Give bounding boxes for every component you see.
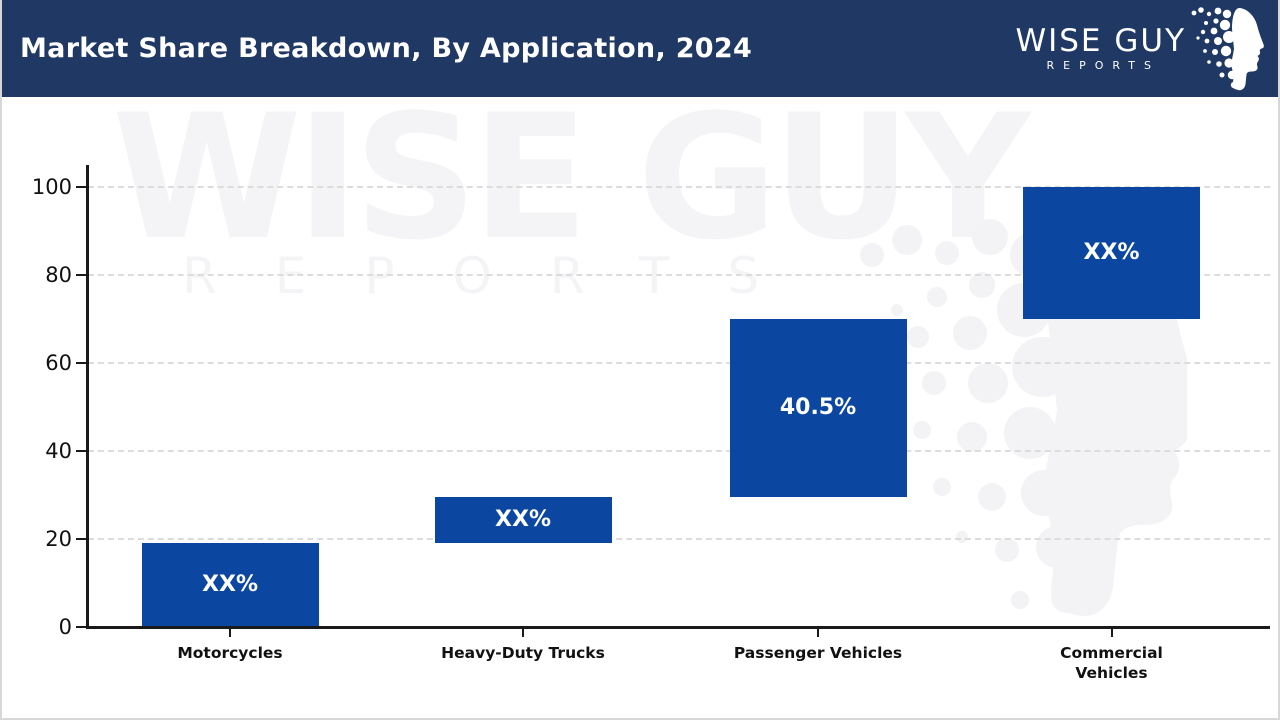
y-axis-line: [86, 165, 89, 628]
watermark-face-icon: [860, 219, 1187, 617]
bar-passenger-vehicles: 40.5%: [729, 318, 907, 497]
gridline-60: [88, 361, 1270, 364]
bar-motorcycles: XX%: [141, 542, 319, 627]
logo-wordmark: WISE GUY: [1015, 22, 1186, 59]
x-tick-2: [817, 628, 819, 637]
header-bar: Market Share Breakdown, By Application, …: [0, 0, 1280, 97]
x-tick-label-0: Motorcycles: [177, 643, 283, 662]
x-tick-0: [229, 628, 231, 637]
x-tick-1: [522, 628, 524, 637]
gridline-80: [88, 273, 1270, 276]
logo-face-icon: [1191, 6, 1264, 90]
gridline-40: [88, 449, 1270, 452]
y-tick-label-0: 0: [58, 614, 72, 639]
bar-value-label: 40.5%: [779, 395, 857, 421]
y-tick-label-60: 60: [45, 350, 72, 375]
bar-commercial-vehicles: XX%: [1023, 187, 1200, 319]
y-tick-label-20: 20: [45, 526, 72, 551]
y-tick-label-80: 80: [45, 262, 72, 287]
chart-title: Market Share Breakdown, By Application, …: [20, 33, 753, 64]
x-axis-line: [86, 625, 1270, 629]
y-tick-100: [76, 186, 86, 188]
gridline-100: [88, 186, 1270, 188]
bar-heavy-duty-trucks: XX%: [434, 496, 612, 543]
y-tick-20: [76, 537, 86, 540]
bar-value-label: XX%: [202, 572, 258, 598]
x-tick-3: [1110, 628, 1113, 637]
bar-value-label: XX%: [1083, 240, 1140, 266]
bar-value-label: XX%: [495, 507, 551, 533]
gridline-20: [88, 537, 1270, 540]
watermark-text: WISE GUY: [112, 77, 1030, 278]
logo-subtitle: REPORTS: [1046, 59, 1160, 73]
y-tick-60: [76, 361, 86, 364]
watermark-subtext: REPORTS: [182, 247, 818, 305]
x-tick-label-1: Heavy-Duty Trucks: [441, 643, 605, 662]
y-tick-0: [76, 625, 86, 628]
y-tick-label-100: 100: [31, 175, 72, 199]
wiseguy-logo: WISE GUY REPORTS: [1015, 5, 1266, 93]
y-tick-80: [76, 273, 86, 276]
x-tick-label-2: Passenger Vehicles: [733, 643, 903, 662]
chart-area: WISE GUY REPORTS 0 20 40 60 80 100 XX% Motorcyc…: [0, 92, 1280, 717]
y-tick-label-40: 40: [45, 438, 72, 463]
x-tick-label-3: Commercial Vehicles: [1060, 643, 1163, 683]
y-tick-40: [76, 449, 86, 452]
logo-text: WISE GUY REPORTS: [1015, 25, 1186, 73]
